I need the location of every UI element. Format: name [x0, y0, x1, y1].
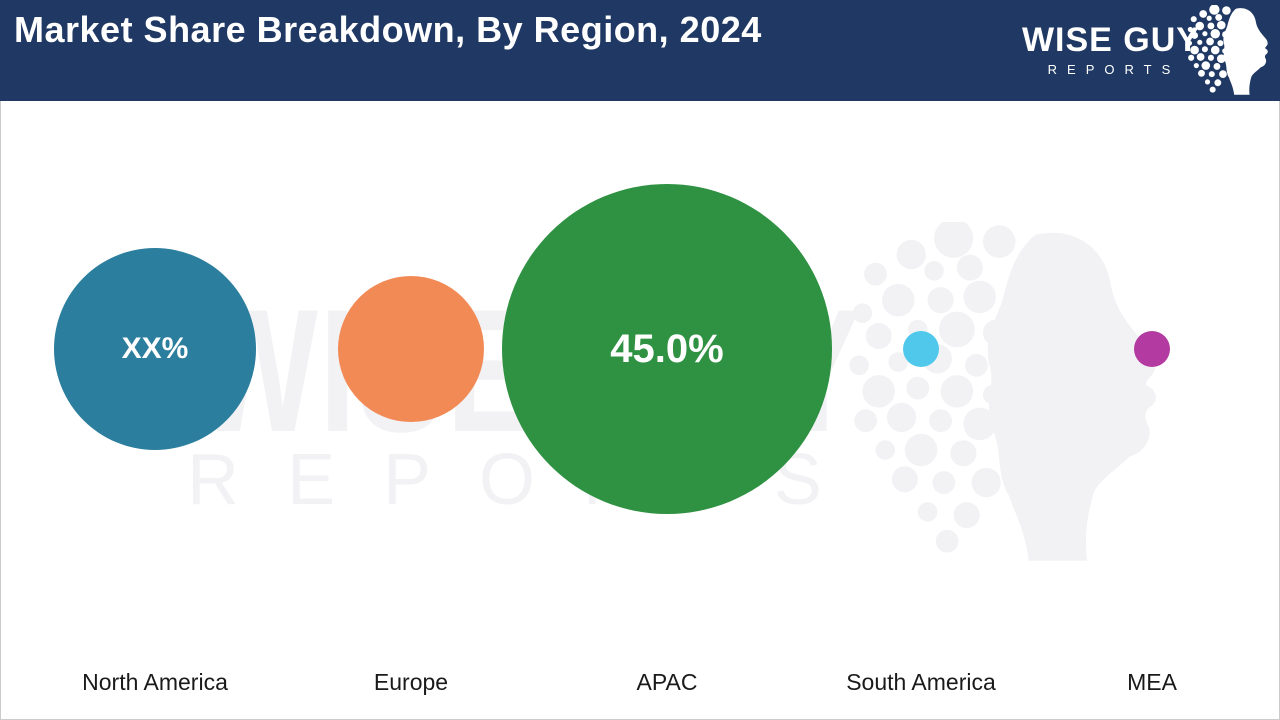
category-label-row: North America Europe APAC South America MEA — [1, 101, 1279, 719]
category-label-europe: Europe — [373, 669, 449, 695]
dotted-head-logo-icon — [1186, 5, 1272, 96]
logo-wordmark: WISE GUY — [1021, 21, 1200, 59]
watermark-head-icon — [844, 222, 1174, 564]
bubble-value-label-north-america: XX% — [121, 332, 189, 365]
bubble-value-label-apac: 45.0% — [610, 327, 724, 371]
category-label-apac: APAC — [636, 669, 698, 695]
logo-subtext: REPORTS — [1047, 62, 1181, 77]
bubble-south-america — [903, 331, 939, 367]
category-label-south-america: South America — [846, 669, 996, 695]
bubble-mea — [1134, 331, 1170, 367]
page-title: Market Share Breakdown, By Region, 2024 — [14, 9, 762, 50]
header-bar: Market Share Breakdown, By Region, 2024 … — [0, 0, 1280, 101]
logo-text: WISE GUY REPORTS — [1022, 23, 1200, 77]
bubble-europe — [338, 276, 484, 422]
bubble-north-america: XX% — [54, 248, 256, 450]
category-label-north-america: North America — [82, 669, 228, 695]
category-label-mea: MEA — [1127, 669, 1177, 695]
bubble-apac: 45.0% — [502, 184, 832, 514]
wise-guy-reports-logo: WISE GUY REPORTS — [1022, 5, 1272, 96]
bubble-chart-canvas: WISE GUY REPORTS XX%45.0% North AmericaE… — [0, 101, 1280, 720]
bubble-plot: XX% 45.0% — [1, 101, 1279, 719]
